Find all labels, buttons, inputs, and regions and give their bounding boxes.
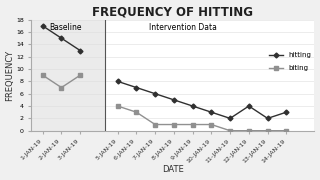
Legend: hitting, biting: hitting, biting — [269, 52, 311, 71]
Title: FREQUENCY OF HITTING: FREQUENCY OF HITTING — [92, 6, 253, 19]
Text: Intervention Data: Intervention Data — [149, 23, 217, 32]
X-axis label: DATE: DATE — [162, 165, 184, 174]
Text: Baseline: Baseline — [49, 23, 82, 32]
Y-axis label: FREQUENCY: FREQUENCY — [5, 50, 14, 101]
Bar — [31, 20, 105, 131]
